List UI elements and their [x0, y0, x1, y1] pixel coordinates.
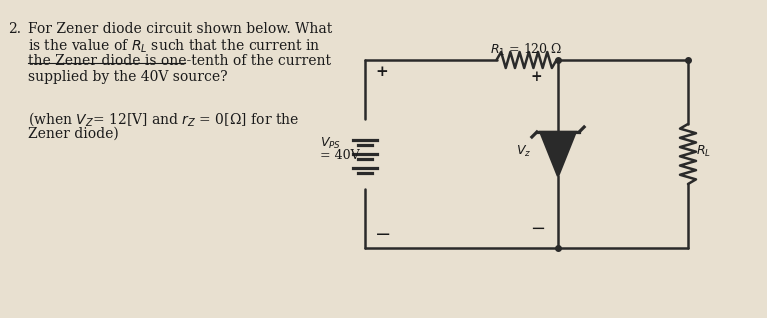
Text: = 40V: = 40V	[320, 149, 360, 162]
Text: $V_z$: $V_z$	[516, 144, 532, 159]
Text: (when $V_Z$= 12[V] and $r_Z$ = 0[Ω] for the: (when $V_Z$= 12[V] and $r_Z$ = 0[Ω] for …	[28, 110, 299, 128]
Text: −: −	[530, 220, 545, 238]
Text: $R_L$: $R_L$	[696, 144, 711, 159]
Text: 2.: 2.	[8, 22, 21, 36]
Polygon shape	[541, 132, 575, 176]
Text: $V_{PS}$: $V_{PS}$	[320, 136, 341, 151]
Text: supplied by the 40V source?: supplied by the 40V source?	[28, 70, 228, 84]
Text: Zener diode): Zener diode)	[28, 127, 119, 141]
Text: +: +	[375, 65, 388, 79]
Text: $R_1$ = 120 Ω: $R_1$ = 120 Ω	[490, 42, 563, 58]
Text: +: +	[530, 70, 542, 84]
Text: is the value of $R_L$ such that the current in: is the value of $R_L$ such that the curr…	[28, 38, 320, 55]
Text: For Zener diode circuit shown below. What: For Zener diode circuit shown below. Wha…	[28, 22, 332, 36]
Text: −: −	[375, 226, 391, 244]
Text: the Zener diode is one-tenth of the current: the Zener diode is one-tenth of the curr…	[28, 54, 331, 68]
